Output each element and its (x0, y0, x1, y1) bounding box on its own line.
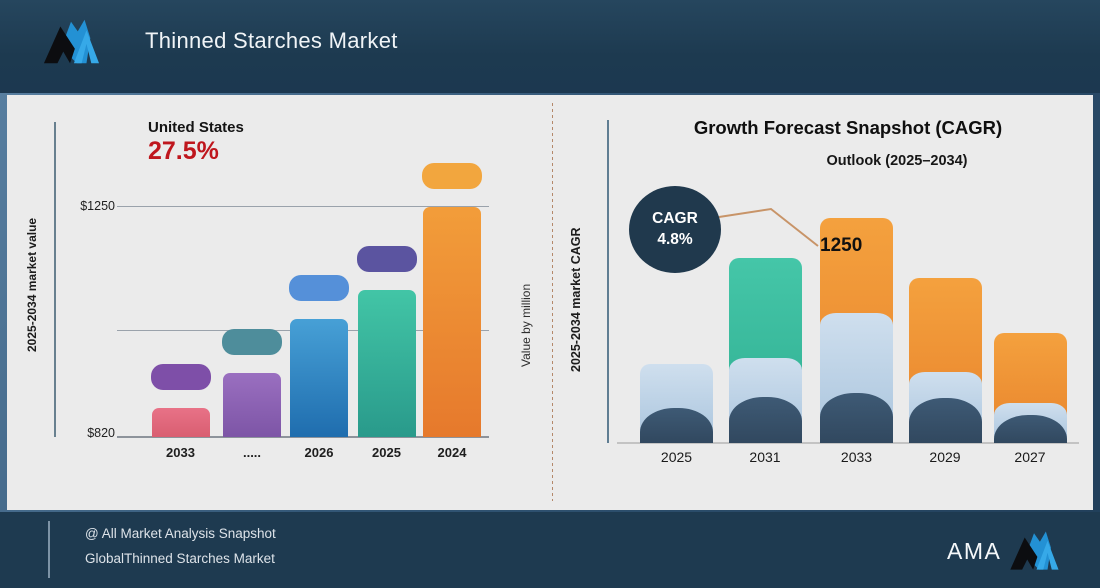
bar (357, 290, 416, 437)
bar-segment-base (908, 398, 982, 443)
x-axis-label: 2025 (660, 449, 693, 465)
left-gridline-top (117, 206, 489, 207)
panel-divider (552, 103, 553, 501)
bar (423, 207, 481, 437)
bar-segment-base (993, 415, 1067, 443)
bar-segment-base (728, 397, 802, 443)
x-axis-label: 2031 (749, 449, 781, 465)
footer-bar: @ All Market Analysis Snapshot GlobalThi… (0, 512, 1100, 588)
x-axis-label: 2029 (929, 449, 961, 465)
bar-segment-base (820, 393, 893, 443)
bar (151, 408, 210, 437)
cagr-badge: CAGR 4.8% (629, 186, 721, 273)
left-tick-820: $820 (87, 426, 115, 440)
ama-logo-icon (43, 19, 100, 64)
right-bar-value-label: 1250 (820, 235, 863, 256)
right-chart-title: Growth Forecast Snapshot (CAGR) (693, 117, 1003, 138)
left-x-axis (117, 436, 489, 438)
bar-cap (289, 275, 349, 301)
bar-cap (422, 163, 482, 189)
bar (223, 373, 281, 437)
cagr-badge-label: CAGR (652, 209, 698, 227)
x-axis-label: 2033 (166, 445, 195, 460)
right-y-axis (607, 120, 609, 443)
right-chart-subtitle: Outlook (2025–2034) (826, 153, 968, 169)
x-axis-label: 2027 (1014, 449, 1046, 465)
left-chart-growth-value: 27.5% (148, 137, 219, 165)
left-y-axis (54, 122, 56, 437)
header-bar: Thinned Starches Market (0, 0, 1100, 93)
x-axis-label: 2025 (372, 445, 401, 460)
x-axis-label: 2033 (840, 449, 873, 465)
footer-ama-logo-icon (1010, 531, 1059, 570)
footer-divider-line (48, 521, 50, 578)
cagr-badge-value: 4.8% (657, 230, 693, 248)
left-right-axis-label: Value by million (519, 283, 533, 367)
bar-segment-base (640, 408, 713, 443)
left-tick-1250: $1250 (80, 199, 115, 213)
charts-panel: 2025-2034 market value $1250 $820 United… (7, 95, 1093, 510)
x-axis-label: ..... (242, 445, 262, 460)
left-chart-title: United States (148, 119, 244, 136)
x-axis-label: 2026 (304, 445, 334, 460)
footer-text-1: @ All Market Analysis Snapshot (85, 526, 276, 541)
bar (290, 319, 348, 437)
right-y-axis-label: 2025-2034 market CAGR (569, 227, 583, 373)
footer-brand-text: AMA (947, 538, 1002, 564)
page-title: Thinned Starches Market (145, 28, 398, 53)
x-axis-label: 2024 (437, 445, 467, 460)
left-y-axis-label: 2025-2034 market value (25, 217, 39, 353)
bar-cap (356, 246, 417, 272)
bar-cap (222, 329, 282, 355)
bar-cap (150, 364, 211, 390)
right-x-axis (617, 442, 1079, 444)
footer-text-2: GlobalThinned Starches Market (85, 551, 275, 566)
